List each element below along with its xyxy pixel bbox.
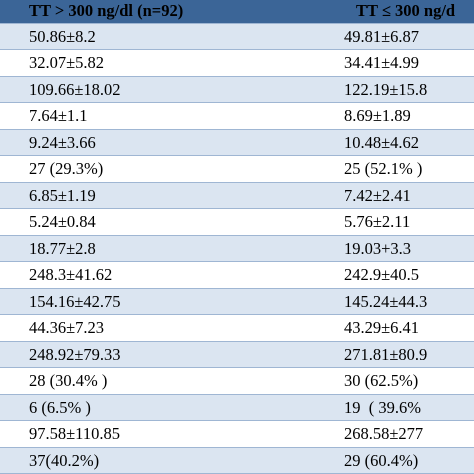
table-row: 109.66±18.02 122.19±15.8 <box>0 76 474 104</box>
table-cell: 7.42±2.41 <box>344 185 411 205</box>
table-cell: 154.16±42.75 <box>29 291 121 311</box>
table-cell: 9.24±3.66 <box>29 132 96 152</box>
table-cell: 28 (30.4% ) <box>29 371 108 391</box>
table-cell: 32.07±5.82 <box>29 53 105 73</box>
table-row: 44.36±7.23 43.29±6.41 <box>0 315 474 342</box>
table-row: 50.86±8.2 49.81±6.87 <box>0 24 474 51</box>
header-cell: TT > 300 ng/dl (n=92) <box>29 1 184 20</box>
table-cell: 271.81±80.9 <box>344 344 428 364</box>
table-cell: 50.86±8.2 <box>29 27 96 46</box>
table-row: 18.77±2.8 19.03+3.3 <box>0 235 474 263</box>
table-row: 32.07±5.82 34.41±4.99 <box>0 50 474 77</box>
table-cell: 18.77±2.8 <box>29 238 96 258</box>
table-cell: 242.9±40.5 <box>344 265 420 285</box>
table-cell: 43.29±6.41 <box>344 318 420 338</box>
table-cell: 29 (60.4%) <box>344 450 419 470</box>
table-cell: 268.58±277 <box>344 424 424 444</box>
table-cell: 10.48±4.62 <box>344 132 420 152</box>
table-cell: 6.85±1.19 <box>29 185 96 205</box>
table-cell: 49.81±6.87 <box>344 27 420 46</box>
table-cell: 19.03+3.3 <box>344 238 412 258</box>
table-row: 6 (6.5% ) 19 ( 39.6% <box>0 394 474 422</box>
table-row: 248.92±79.33 271.81±80.9 <box>0 341 474 369</box>
table-cell: 27 (29.3%) <box>29 159 104 179</box>
table-cell: 97.58±110.85 <box>29 424 120 444</box>
table-row: 5.24±0.84 5.76±2.11 <box>0 209 474 236</box>
table-cell: 6 (6.5% ) <box>29 397 91 417</box>
table-cell: 122.19±15.8 <box>344 79 428 99</box>
table-cell: 37(40.2%) <box>29 450 100 470</box>
table-cell: 44.36±7.23 <box>29 318 105 338</box>
table-row: 7.64±1.1 8.69±1.89 <box>0 103 474 130</box>
header-cell: TT ≤ 300 ng/d <box>356 1 456 20</box>
table-cell: 5.76±2.11 <box>344 212 411 232</box>
table-cell: 25 (52.1% ) <box>344 159 423 179</box>
table-cell: 7.64±1.1 <box>29 106 88 126</box>
table-cell: 19 ( 39.6% <box>344 397 421 417</box>
table-cell: 5.24±0.84 <box>29 212 96 232</box>
table-row: 27 (29.3%) 25 (52.1% ) <box>0 156 474 183</box>
table-cell: 34.41±4.99 <box>344 53 420 73</box>
table-cell: 30 (62.5%) <box>344 371 419 391</box>
table-cell: 248.3±41.62 <box>29 265 113 285</box>
table-row: 248.3±41.62 242.9±40.5 <box>0 262 474 289</box>
table-row: 37(40.2%) 29 (60.4%) <box>0 447 474 474</box>
table-cell: 109.66±18.02 <box>29 79 121 99</box>
table-row: 97.58±110.85 268.58±277 <box>0 421 474 448</box>
table-row: 6.85±1.19 7.42±2.41 <box>0 182 474 210</box>
table-row: 28 (30.4% ) 30 (62.5%) <box>0 368 474 395</box>
table-row: 9.24±3.66 10.48±4.62 <box>0 129 474 157</box>
table-cell: 248.92±79.33 <box>29 344 121 364</box>
table-cell: 145.24±44.3 <box>344 291 428 311</box>
header-row: TT > 300 ng/dl (n=92) TT ≤ 300 ng/d <box>0 0 474 24</box>
table-row: 154.16±42.75 145.24±44.3 <box>0 288 474 316</box>
table-cell: 8.69±1.89 <box>344 106 411 126</box>
